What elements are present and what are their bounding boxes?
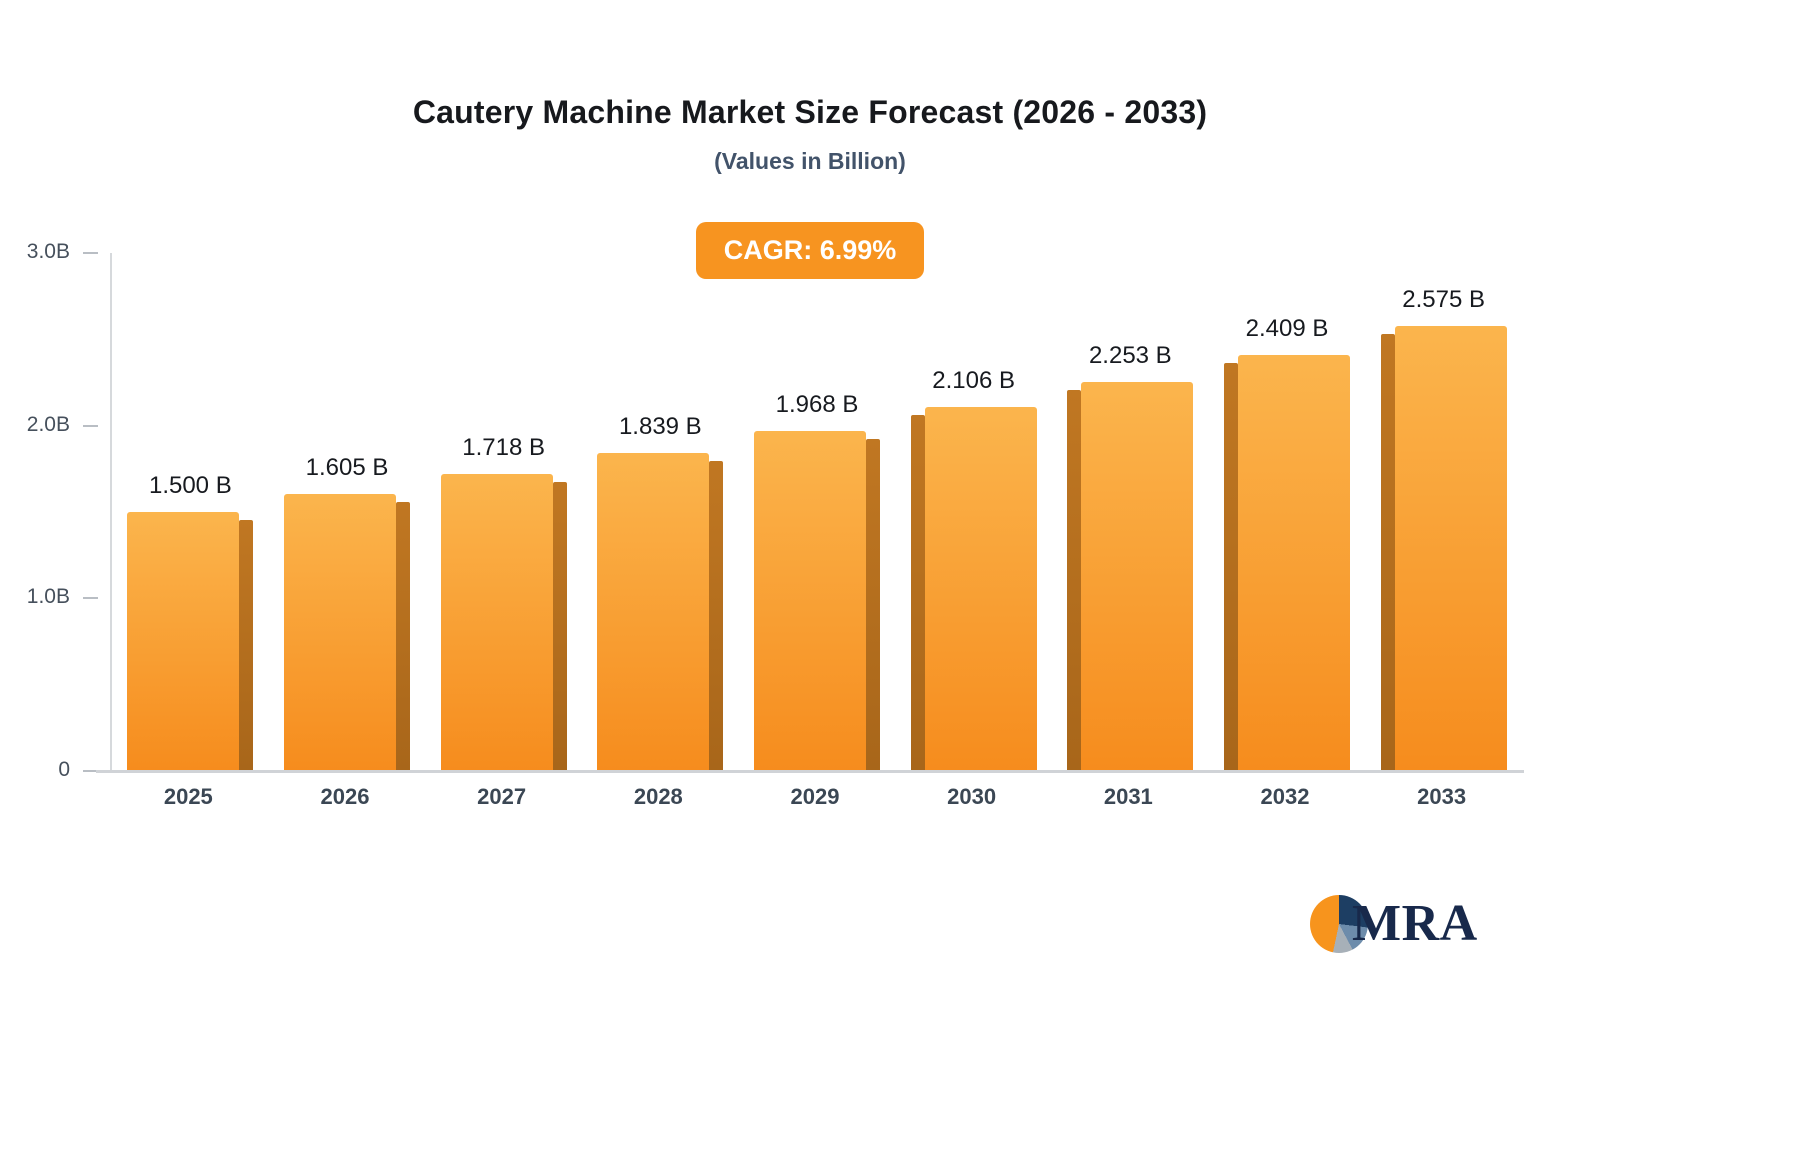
x-axis-label: 2029 xyxy=(790,784,840,809)
y-axis-tick xyxy=(83,597,98,600)
x-axis-label: 2030 xyxy=(947,784,997,809)
y-axis-label: 2.0B xyxy=(26,412,70,436)
x-axis-line xyxy=(96,770,1524,773)
mra-logo: MRA xyxy=(1310,894,1478,953)
y-axis: 3.0B 2.0B 1.0B 0 xyxy=(0,240,110,781)
bar-value-label: 1.718 B xyxy=(462,434,546,461)
x-axis-label: 2028 xyxy=(633,784,683,809)
mra-logo-text: MRA xyxy=(1352,895,1478,952)
bar-2032 xyxy=(1224,355,1350,771)
bar-front-face xyxy=(440,474,553,771)
y-axis-label: 1.0B xyxy=(26,585,70,609)
plot-area: 1.500 B 1.605 B 1.718 B 1.839 B 1.968 B 2.106… xyxy=(110,253,1520,771)
bar-side-face xyxy=(709,461,724,771)
bar-value-label: 1.500 B xyxy=(148,472,232,499)
y-axis-tick xyxy=(83,424,98,427)
bar-2033 xyxy=(1380,326,1507,771)
bar-side-face xyxy=(866,439,880,771)
bar-value-label: 1.605 B xyxy=(305,454,389,481)
bar-side-face xyxy=(552,482,567,771)
x-axis-label: 2032 xyxy=(1260,784,1310,809)
bar-value-label: 2.253 B xyxy=(1088,342,1172,369)
bar-front-face xyxy=(127,512,240,771)
bar-2031 xyxy=(1067,382,1194,771)
y-axis-tick xyxy=(83,770,98,772)
bar-side-face xyxy=(1380,334,1395,771)
bar-side-face xyxy=(396,502,410,771)
cagr-badge-row: CAGR: 6.99% xyxy=(0,222,1620,279)
bar-2028 xyxy=(597,453,724,771)
bar-2030 xyxy=(910,407,1037,771)
bar-front-face xyxy=(754,431,866,771)
bar-front-face xyxy=(597,453,710,771)
x-axis: 2025 2026 2027 2028 2029 2030 2031 2032 2033 xyxy=(110,784,1520,824)
bar-value-label: 2.409 B xyxy=(1245,315,1329,342)
bar-front-face xyxy=(924,407,1037,771)
chart-subtitle: (Values in Billion) xyxy=(714,148,906,174)
bar-side-face xyxy=(910,415,925,771)
bar-2026 xyxy=(284,494,410,771)
bar-front-face xyxy=(1081,382,1194,771)
bar-2029 xyxy=(754,431,880,771)
bar-value-label: 2.106 B xyxy=(932,367,1016,394)
bar-side-face xyxy=(1067,390,1082,771)
cagr-badge-label: CAGR: 6.99% xyxy=(723,235,897,265)
bar-side-face xyxy=(1224,363,1238,771)
bar-front-face xyxy=(284,494,396,771)
x-axis-label: 2026 xyxy=(320,784,370,809)
x-axis-label: 2031 xyxy=(1103,784,1153,809)
bar-value-label: 1.839 B xyxy=(618,413,702,440)
bar-value-label: 2.575 B xyxy=(1402,286,1486,313)
bar-value-label: 1.968 B xyxy=(775,391,859,418)
y-axis-label: 0 xyxy=(58,758,70,781)
bar-2025 xyxy=(127,512,254,771)
bar-2027 xyxy=(440,474,567,771)
y-axis-label: 3.0B xyxy=(26,240,70,263)
bar-side-face xyxy=(239,520,254,771)
x-axis-label: 2033 xyxy=(1417,784,1467,809)
bar-front-face xyxy=(1394,326,1507,771)
chart-title: Cautery Machine Market Size Forecast (20… xyxy=(412,94,1208,130)
x-axis-label: 2025 xyxy=(163,784,213,809)
mra-logo-pie-icon xyxy=(1310,894,1368,953)
bar-front-face xyxy=(1238,355,1350,771)
cagr-badge: CAGR: 6.99% xyxy=(695,222,925,279)
y-axis-tick xyxy=(83,252,98,254)
x-axis-label: 2027 xyxy=(477,784,527,809)
